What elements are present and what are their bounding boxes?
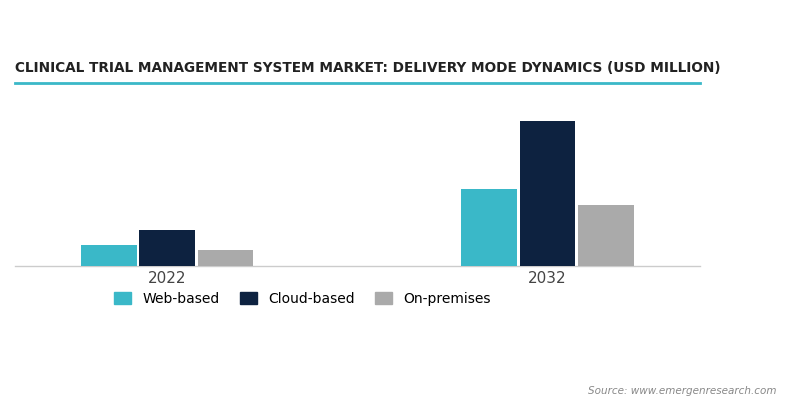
Bar (81, 245, 137, 266)
Bar (139, 230, 195, 266)
Bar (519, 121, 575, 266)
Bar (198, 250, 254, 266)
Bar (461, 189, 517, 266)
Bar (578, 205, 634, 266)
Text: CLINICAL TRIAL MANAGEMENT SYSTEM MARKET: DELIVERY MODE DYNAMICS (USD MILLION): CLINICAL TRIAL MANAGEMENT SYSTEM MARKET:… (15, 61, 721, 75)
Text: Source: www.emergenresearch.com: Source: www.emergenresearch.com (587, 386, 776, 396)
Legend: Web-based, Cloud-based, On-premises: Web-based, Cloud-based, On-premises (114, 292, 490, 306)
